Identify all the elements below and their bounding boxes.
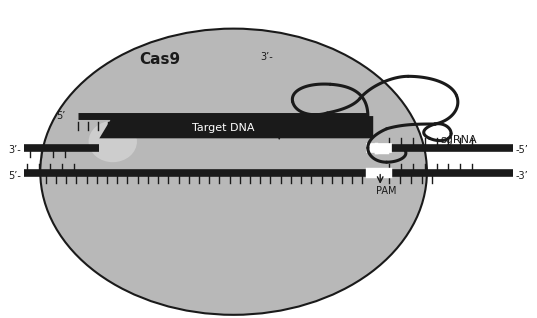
Text: -3’: -3’ <box>516 171 528 181</box>
Text: 3’-: 3’- <box>260 52 273 62</box>
Text: Cas9: Cas9 <box>140 52 181 66</box>
Ellipse shape <box>89 121 137 162</box>
Text: 5’-: 5’- <box>8 171 21 181</box>
Ellipse shape <box>40 29 427 315</box>
Text: PAM: PAM <box>376 186 396 196</box>
Text: 3’-: 3’- <box>8 145 21 156</box>
Polygon shape <box>99 116 373 138</box>
Text: -5’: -5’ <box>516 145 528 156</box>
Text: sgRNA: sgRNA <box>440 135 477 145</box>
Text: Target DNA: Target DNA <box>192 123 254 133</box>
Text: 5’: 5’ <box>56 111 66 121</box>
